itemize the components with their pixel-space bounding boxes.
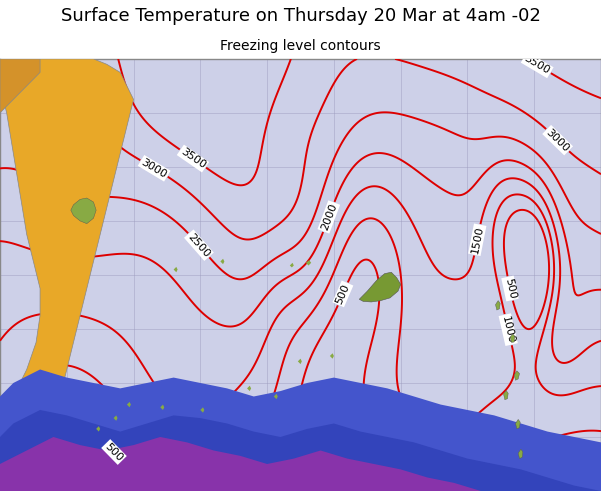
Text: 3000: 3000: [139, 157, 169, 180]
Text: 500: 500: [334, 282, 352, 305]
Polygon shape: [510, 334, 515, 343]
Polygon shape: [516, 419, 520, 429]
Text: 1500: 1500: [469, 225, 485, 254]
Polygon shape: [518, 449, 523, 459]
Text: 2000: 2000: [319, 202, 338, 232]
Polygon shape: [514, 371, 519, 380]
Polygon shape: [495, 300, 500, 310]
Polygon shape: [96, 426, 100, 432]
Polygon shape: [359, 272, 401, 302]
Polygon shape: [0, 410, 601, 491]
Polygon shape: [330, 354, 334, 359]
Polygon shape: [247, 385, 251, 391]
Polygon shape: [0, 369, 601, 491]
Text: 3500: 3500: [178, 146, 207, 170]
Polygon shape: [290, 263, 294, 268]
Polygon shape: [71, 198, 96, 224]
Polygon shape: [221, 259, 224, 264]
Polygon shape: [0, 410, 601, 491]
Polygon shape: [274, 394, 278, 399]
Polygon shape: [127, 402, 131, 408]
Text: 3500: 3500: [522, 54, 552, 77]
Polygon shape: [0, 59, 40, 113]
Polygon shape: [504, 390, 508, 400]
Polygon shape: [0, 59, 133, 491]
Text: Freezing level contours: Freezing level contours: [220, 39, 381, 53]
Text: 500: 500: [103, 441, 125, 463]
Polygon shape: [0, 437, 601, 491]
Polygon shape: [306, 260, 311, 266]
Text: Surface Temperature on Thursday 20 Mar at 4am -02: Surface Temperature on Thursday 20 Mar a…: [61, 7, 540, 26]
Polygon shape: [200, 408, 204, 413]
Text: 500: 500: [503, 277, 517, 300]
Polygon shape: [160, 405, 164, 410]
Polygon shape: [298, 359, 302, 364]
Text: 3000: 3000: [544, 127, 571, 154]
Polygon shape: [114, 415, 118, 421]
Text: 2500: 2500: [186, 231, 212, 259]
Polygon shape: [174, 267, 178, 272]
Text: 1000: 1000: [500, 315, 516, 344]
